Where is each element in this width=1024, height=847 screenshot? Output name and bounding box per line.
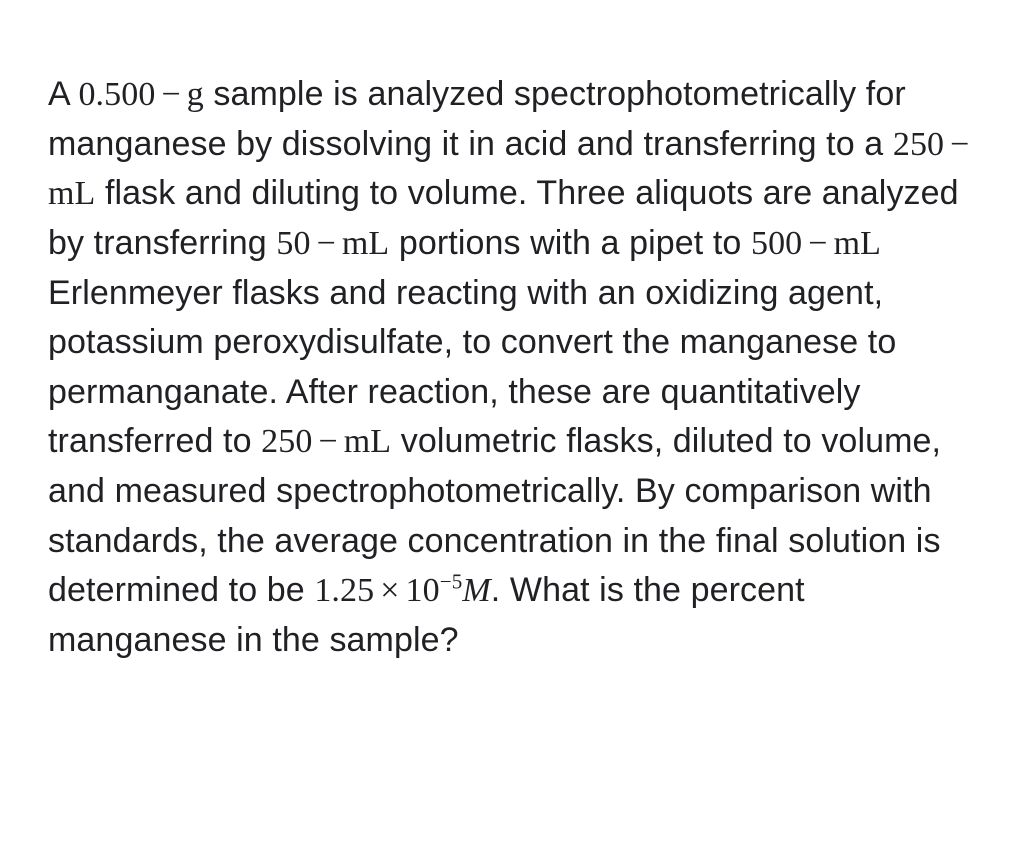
- minus-symbol: −: [311, 219, 342, 269]
- math-mass-quantity: 0.500−g: [78, 76, 203, 113]
- value-erlenmeyer: 500: [751, 225, 802, 262]
- value-concentration-mantissa: 1.25: [314, 572, 374, 609]
- page: A 0.500−g sample is analyzed spectrophot…: [0, 0, 1024, 736]
- value-concentration-exponent: −5: [440, 570, 463, 594]
- minus-symbol: −: [944, 120, 975, 170]
- value-flask1: 250: [893, 126, 944, 163]
- math-flask2-quantity: 250−mL: [261, 423, 391, 460]
- unit-ml: mL: [48, 175, 95, 212]
- unit-molar: M: [462, 572, 490, 609]
- unit-grams: g: [187, 76, 204, 113]
- math-erlenmeyer-quantity: 500−mL: [751, 225, 881, 262]
- value-concentration-base: 10: [406, 572, 440, 609]
- value-aliquot: 50: [276, 225, 310, 262]
- unit-ml: mL: [344, 423, 391, 460]
- value-flask2: 250: [261, 423, 312, 460]
- unit-ml: mL: [342, 225, 389, 262]
- problem-paragraph: A 0.500−g sample is analyzed spectrophot…: [48, 70, 988, 666]
- minus-symbol: −: [802, 219, 833, 269]
- minus-symbol: −: [312, 417, 343, 467]
- text-run: A: [48, 75, 78, 113]
- math-concentration: 1.25×10−5M: [314, 572, 490, 609]
- times-symbol: ×: [374, 566, 405, 616]
- math-aliquot-quantity: 50−mL: [276, 225, 389, 262]
- minus-symbol: −: [155, 70, 186, 120]
- text-run: portions with a pipet to: [389, 224, 751, 262]
- value-mass: 0.500: [78, 76, 155, 113]
- unit-ml: mL: [834, 225, 881, 262]
